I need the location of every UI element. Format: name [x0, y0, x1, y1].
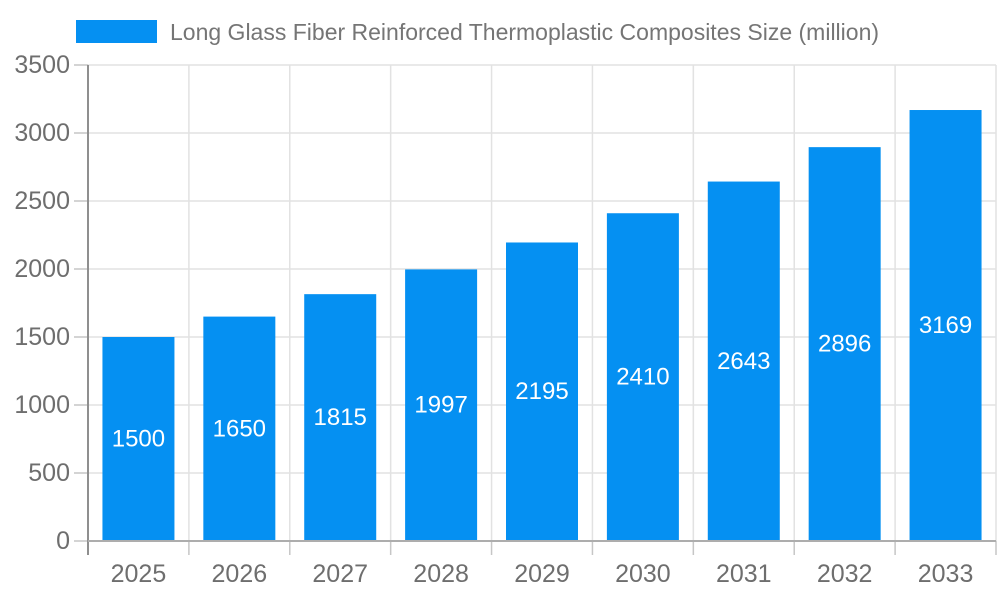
- y-axis-label: 1000: [14, 391, 70, 419]
- bar-value-label: 1650: [213, 415, 266, 442]
- bar: [203, 316, 276, 541]
- x-axis-label: 2032: [817, 560, 873, 588]
- bar: [304, 294, 377, 541]
- bar-value-label: 2896: [818, 331, 871, 358]
- x-axis-label: 2028: [413, 560, 469, 588]
- x-axis-label: 2030: [615, 560, 671, 588]
- bar-value-label: 2643: [717, 348, 770, 375]
- y-axis-label: 3500: [14, 51, 70, 79]
- plot-area: 0 500 1000 1500 2000 2500 3000 3500 1500 1650 1815…: [14, 51, 997, 588]
- bar: [909, 110, 982, 542]
- bar: [808, 147, 881, 542]
- y-axis-label: 2500: [14, 187, 70, 215]
- x-axis-label: 2025: [111, 560, 167, 588]
- bar-value-label: 2195: [515, 378, 568, 405]
- y-axis-label: 2000: [14, 255, 70, 283]
- bar-value-label: 1500: [112, 426, 165, 453]
- x-axis-label: 2029: [514, 560, 570, 588]
- legend: Long Glass Fiber Reinforced Thermoplasti…: [76, 19, 879, 45]
- y-axis-label: 1500: [14, 323, 70, 351]
- bar: [707, 181, 780, 541]
- bar: [506, 242, 578, 542]
- x-axis-label: 2031: [716, 560, 772, 588]
- x-axis-label: 2027: [312, 560, 368, 588]
- bar-value-label: 3169: [919, 312, 972, 339]
- bar: [606, 213, 679, 542]
- bar: [102, 337, 175, 541]
- x-axis-label: 2026: [212, 560, 268, 588]
- y-axis-label: 0: [56, 527, 70, 555]
- legend-label: Long Glass Fiber Reinforced Thermoplasti…: [170, 19, 879, 45]
- bar-value-label: 2410: [616, 364, 669, 391]
- bar: [405, 269, 478, 541]
- y-axis-label: 500: [28, 459, 70, 487]
- bar-value-label: 1997: [414, 392, 467, 419]
- legend-swatch: [76, 20, 157, 43]
- bar-value-label: 1815: [314, 404, 367, 431]
- y-axis-label: 3000: [14, 119, 70, 147]
- x-axis-label: 2033: [918, 560, 974, 588]
